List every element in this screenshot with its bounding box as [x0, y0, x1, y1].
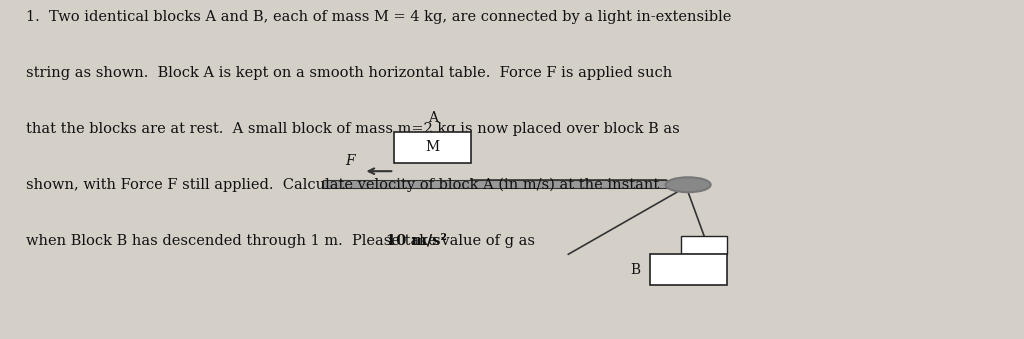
Text: 1.  Two identical blocks A and B, each of mass M = 4 kg, are connected by a ligh: 1. Two identical blocks A and B, each of…: [26, 10, 731, 24]
Bar: [394, 132, 471, 163]
Text: F: F: [346, 154, 355, 168]
Text: shown, with Force F still applied.  Calculate velocity of block A (in m/s) at th: shown, with Force F still applied. Calcu…: [26, 178, 658, 192]
Text: A: A: [428, 112, 437, 125]
Text: M: M: [426, 140, 439, 155]
Text: m: m: [698, 240, 710, 250]
Circle shape: [666, 177, 711, 192]
Text: when Block B has descended through 1 m.  Please take value of g as: when Block B has descended through 1 m. …: [26, 234, 540, 248]
Text: 10 m/s²: 10 m/s²: [386, 234, 446, 248]
Text: M: M: [682, 262, 695, 277]
Bar: [323, 180, 701, 188]
Bar: [650, 254, 727, 285]
Text: that the blocks are at rest.  A small block of mass m=2 kg is now placed over bl: that the blocks are at rest. A small blo…: [26, 122, 679, 136]
Text: string as shown.  Block A is kept on a smooth horizontal table.  Force F is appl: string as shown. Block A is kept on a sm…: [26, 66, 672, 80]
Text: B: B: [630, 262, 640, 277]
Bar: [681, 236, 727, 254]
